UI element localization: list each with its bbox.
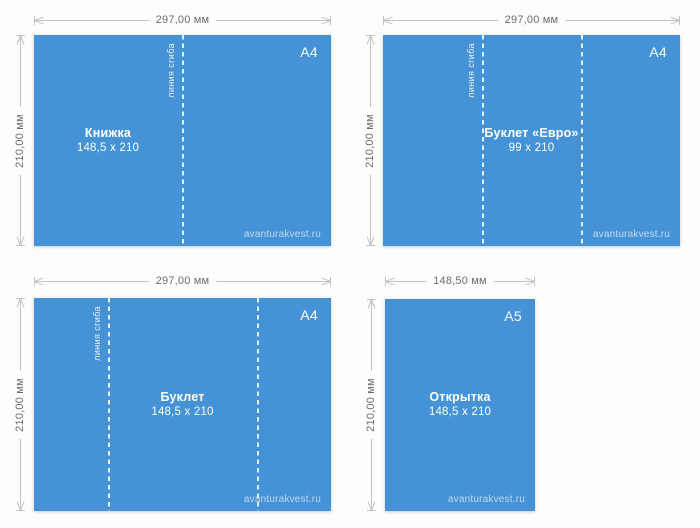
sheet-size: 148,5 x 210 [151, 405, 214, 418]
width-dimension-label: 297,00 мм [148, 14, 217, 26]
width-dimension-label: 297,00 мм [497, 14, 566, 26]
sheet-label: Книжка 148,5 x 210 [77, 126, 139, 156]
sheet-title: Буклет [160, 389, 205, 404]
sheet-title: Буклет «Евро» [484, 125, 579, 140]
sheet-title: Книжка [84, 125, 132, 140]
fold-line [182, 35, 184, 246]
fold-line [581, 35, 583, 246]
fold-line [257, 298, 259, 511]
fold-line-caption: линия сгиба [166, 43, 176, 98]
sheet-label: Буклет 148,5 x 210 [151, 390, 213, 420]
sheet-label: Буклет «Евро» 99 x 210 [484, 126, 578, 156]
watermark: avanturakvest.ru [447, 494, 525, 505]
width-dimension-label: 148,50 мм [426, 275, 494, 287]
format-badge: A4 [300, 44, 318, 60]
sheet-size: 148,5 x 210 [76, 141, 140, 154]
watermark: avanturakvest.ru [243, 494, 321, 505]
width-dimension-label: 297,00 мм [148, 275, 217, 287]
watermark: avanturakvest.ru [592, 229, 670, 240]
fold-line [482, 35, 484, 246]
sheet-label: Открытка 148,5 x 210 [429, 390, 491, 420]
format-badge: A4 [649, 44, 667, 60]
sheet-buklet: линия сгиба A4 Буклет 148,5 x 210 avantu… [34, 298, 331, 511]
fold-line-caption: линия сгиба [466, 43, 476, 98]
height-dimension-label: 210,00 мм [14, 370, 26, 439]
fold-line [108, 298, 110, 511]
format-badge: A4 [300, 307, 318, 323]
fold-line-caption: линия сгиба [92, 306, 102, 361]
sheet-size: 148,5 x 210 [428, 406, 492, 418]
format-badge: A5 [504, 308, 522, 324]
sheet-title: Открытка [429, 390, 491, 404]
height-dimension-label: 210,00 мм [365, 371, 377, 439]
sheet-size: 99 x 210 [508, 141, 555, 154]
sheet-buklet-euro: линия сгиба A4 Буклет «Евро» 99 x 210 av… [383, 35, 680, 246]
watermark: avanturakvest.ru [243, 229, 321, 240]
sheet-otkrytka: A5 Открытка 148,5 x 210 avanturakvest.ru [385, 299, 535, 511]
height-dimension-label: 210,00 мм [14, 106, 26, 175]
sheet-knizhka: линия сгиба A4 Книжка 148,5 x 210 avantu… [34, 35, 331, 246]
height-dimension-label: 210,00 мм [364, 106, 376, 175]
